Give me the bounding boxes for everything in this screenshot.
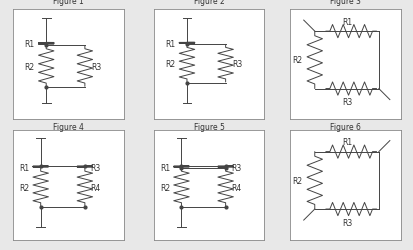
- Text: R3: R3: [232, 60, 242, 69]
- Text: Figure 1: Figure 1: [53, 0, 83, 6]
- Text: R3: R3: [230, 163, 241, 172]
- Text: R4: R4: [90, 183, 100, 192]
- Text: Figure 3: Figure 3: [330, 0, 360, 6]
- Text: R1: R1: [342, 138, 351, 146]
- Text: R2: R2: [164, 60, 175, 69]
- Text: R2: R2: [292, 176, 302, 185]
- Text: Figure 4: Figure 4: [53, 122, 83, 131]
- Text: R4: R4: [230, 183, 241, 192]
- Text: R2: R2: [160, 183, 170, 192]
- Text: R2: R2: [24, 63, 34, 72]
- Text: R1: R1: [20, 163, 30, 172]
- Text: R1: R1: [160, 163, 170, 172]
- Text: Figure 5: Figure 5: [193, 122, 224, 131]
- Text: R2: R2: [292, 56, 302, 65]
- Text: Figure 2: Figure 2: [193, 0, 224, 6]
- Text: R1: R1: [164, 40, 175, 48]
- Text: R3: R3: [91, 63, 102, 72]
- Text: Figure 6: Figure 6: [330, 122, 360, 131]
- Text: R2: R2: [20, 183, 30, 192]
- Text: R1: R1: [342, 18, 351, 26]
- Text: R3: R3: [342, 98, 352, 107]
- Text: R1: R1: [24, 40, 34, 49]
- Text: R3: R3: [90, 163, 100, 172]
- Text: R3: R3: [342, 218, 352, 227]
